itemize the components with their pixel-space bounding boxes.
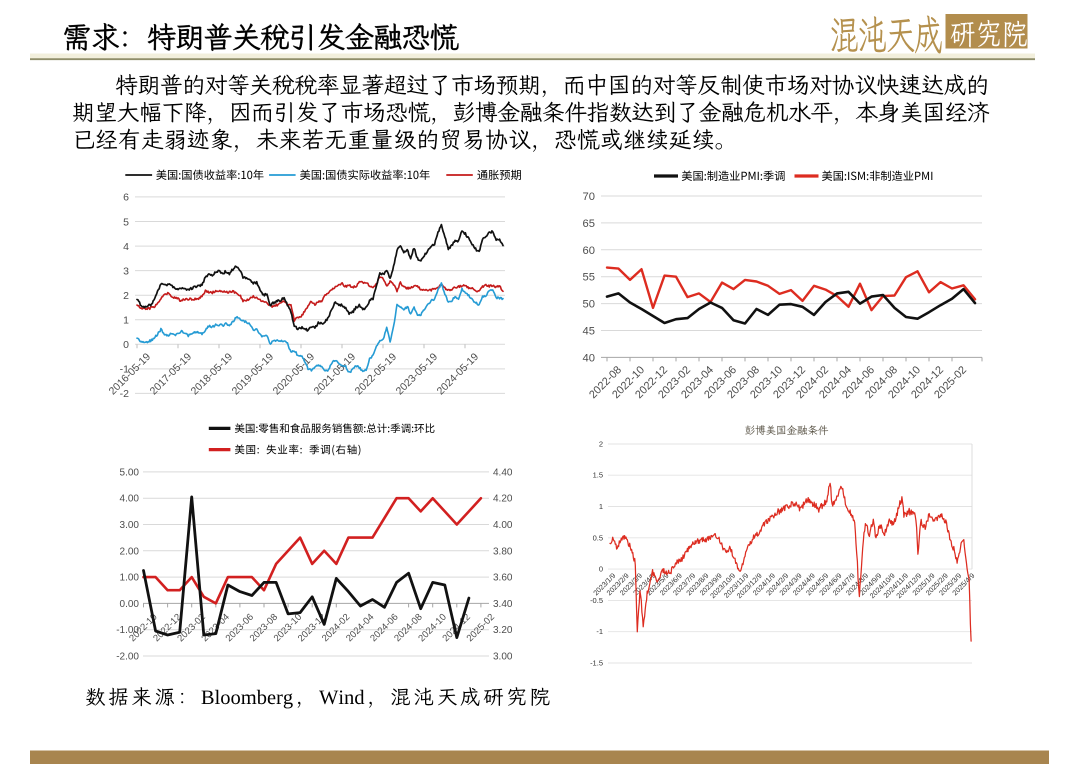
svg-text:50: 50	[583, 299, 595, 311]
svg-text:-1.00: -1.00	[116, 625, 139, 636]
svg-text:45: 45	[583, 326, 595, 338]
svg-text:-0.5: -0.5	[590, 596, 603, 605]
svg-text:2.00: 2.00	[120, 546, 140, 557]
svg-text:-2.00: -2.00	[116, 652, 139, 663]
svg-text:-2: -2	[120, 388, 129, 400]
svg-text:3: 3	[123, 265, 129, 277]
svg-text:4.00: 4.00	[493, 520, 513, 531]
svg-text:6: 6	[123, 192, 129, 204]
svg-text:3.80: 3.80	[493, 546, 513, 557]
svg-text:1.00: 1.00	[120, 573, 140, 584]
svg-text:-1: -1	[120, 364, 129, 376]
svg-text:3.00: 3.00	[493, 652, 513, 663]
svg-text:0.00: 0.00	[120, 599, 140, 610]
svg-text:3.40: 3.40	[493, 599, 513, 610]
svg-text:60: 60	[583, 245, 595, 257]
svg-text:4.40: 4.40	[493, 467, 513, 478]
svg-text:2: 2	[123, 290, 129, 302]
svg-text:3.00: 3.00	[120, 520, 140, 531]
svg-text:40: 40	[583, 352, 595, 364]
svg-text:-1.5: -1.5	[590, 658, 603, 667]
svg-text:0: 0	[599, 565, 603, 574]
svg-text:4.20: 4.20	[493, 494, 513, 505]
svg-text:3.60: 3.60	[493, 573, 513, 584]
svg-text:65: 65	[583, 218, 595, 230]
svg-text:-1: -1	[596, 627, 603, 636]
svg-text:0.5: 0.5	[593, 533, 603, 542]
svg-text:3.20: 3.20	[493, 625, 513, 636]
svg-text:55: 55	[583, 272, 595, 284]
svg-text:5.00: 5.00	[120, 467, 140, 478]
svg-text:2: 2	[599, 439, 603, 448]
svg-text:1: 1	[123, 315, 129, 327]
svg-text:70: 70	[583, 191, 595, 203]
svg-text:1.5: 1.5	[593, 471, 603, 480]
svg-text:0: 0	[123, 339, 129, 351]
svg-text:1: 1	[599, 502, 603, 511]
svg-text:5: 5	[123, 216, 129, 228]
svg-text:4: 4	[123, 241, 129, 253]
svg-text:4.00: 4.00	[120, 494, 140, 505]
